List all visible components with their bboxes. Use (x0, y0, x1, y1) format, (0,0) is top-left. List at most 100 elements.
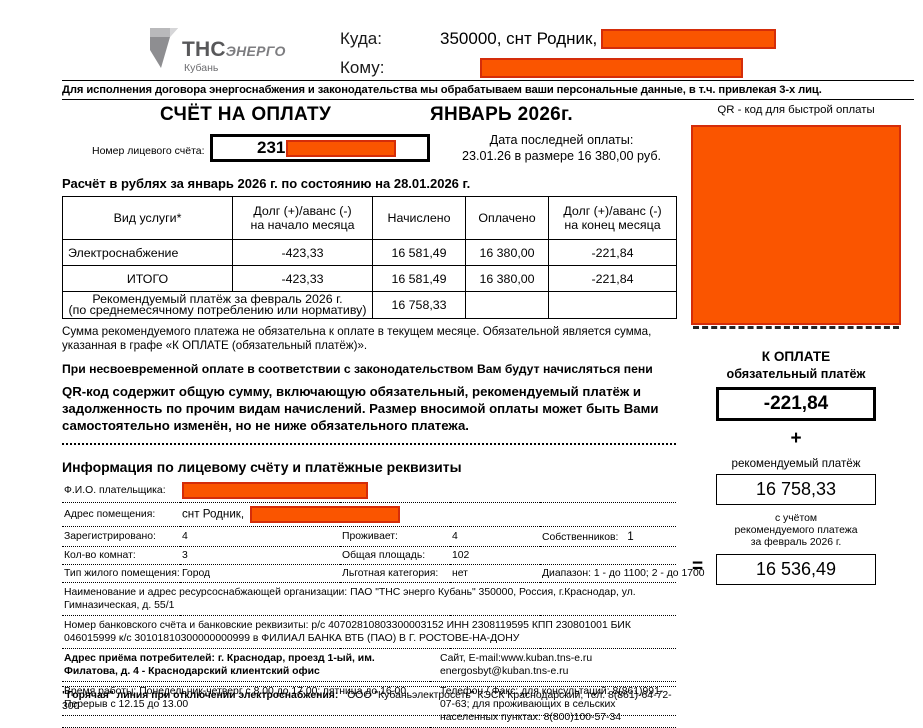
payment-panel: QR - код для быстрой оплаты К ОПЛАТЕ обя… (676, 104, 916, 587)
cell-recommended-empty-1 (465, 291, 549, 319)
penalty-note: При несвоевременной оплате в соответстви… (62, 362, 653, 376)
cell-recommended-value: 16 758,33 (372, 291, 466, 319)
redacted-qr-code (691, 125, 901, 325)
qr-code-note: QR-код содержит общую сумму, включающую … (62, 384, 659, 433)
redacted-recipient-name (480, 57, 743, 78)
total-amount-box: 16 536,49 (716, 554, 876, 585)
account-number-value: 231 (257, 138, 286, 157)
recommended-amount-box: 16 758,33 (716, 474, 876, 505)
logo-energo-text: ЭНЕРГО (225, 43, 286, 59)
recommended-payment-label: рекомендуемый платёж (731, 457, 861, 470)
requisites-row-occupancy: Зарегистрировано: 4 Проживает: 4 Собстве… (62, 526, 676, 547)
kuda-label: Куда: (340, 28, 382, 48)
owners-cell: Собственников: 1 (540, 526, 676, 547)
kuda-value: 350000, снт Родник, (440, 28, 777, 49)
th-start-balance-line2: на начало месяца (250, 218, 355, 232)
last-payment-value: 23.01.26 в размере 16 380,00 руб. (461, 149, 662, 163)
total-caption-line3: за февраль 2026 г. (750, 537, 842, 548)
requisites-row-payer: Ф.И.О. плательщика: (62, 479, 676, 503)
plus-operator: + (790, 428, 802, 449)
housing-type-label: Тип жилого помещения: (62, 564, 180, 583)
contacts-row-reception: Адрес приёма потребителей: г. Краснодар,… (62, 649, 676, 682)
cell-total-charged: 16 581,49 (372, 265, 466, 292)
th-paid: Оплачено (465, 196, 549, 240)
main-content-column: СЧЁТ НА ОПЛАТУ ЯНВАРЬ 2026г. Номер лицев… (62, 104, 705, 728)
reception-address-text: Адрес приёма потребителей: г. Краснодар,… (62, 649, 430, 682)
redacted-address-detail (249, 506, 400, 523)
living-value: 4 (450, 526, 540, 547)
logo-wordmark: ТНСЭНЕРГО (182, 38, 286, 62)
header-rule-top (62, 80, 914, 81)
cell-charged: 16 581,49 (372, 239, 466, 266)
address-value-cell: снт Родник, (180, 502, 676, 527)
area-value: 102 (450, 546, 676, 565)
benefit-value: нет (450, 564, 540, 583)
page-title: СЧЁТ НА ОПЛАТУ (160, 104, 332, 125)
organization-text: Наименование и адрес ресурсоснабжающей о… (62, 582, 676, 616)
equals-operator: = (692, 556, 704, 577)
requisites-table: Ф.И.О. плательщика: Адрес помещения: снт… (62, 479, 705, 649)
requisites-row-address: Адрес помещения: снт Родник, (62, 502, 676, 527)
cell-total-end-balance: -221,84 (548, 265, 677, 292)
total-caption-line2: рекомендуемого платежа (734, 525, 858, 536)
invoice-title-row: СЧЁТ НА ОПЛАТУ ЯНВАРЬ 2026г. (62, 104, 676, 130)
address-value-text: снт Родник, (182, 507, 245, 521)
total-amount-caption: с учётом рекомендуемого платежа за февра… (676, 513, 916, 549)
kuda-text: 350000, снт Родник, (440, 28, 598, 48)
cell-recommended-label: Рекомендуемый платёж за февраль 2026 г. … (62, 291, 373, 319)
komu-label: Кому: (340, 57, 385, 77)
cell-end-balance: -221,84 (548, 239, 677, 266)
recommended-label-line2: (по среднемесячному потреблению или норм… (68, 303, 367, 317)
rooms-value: 3 (180, 546, 340, 565)
requisites-section-title: Информация по лицевому счёту и платёжные… (62, 459, 462, 475)
th-charged: Начислено (372, 196, 466, 240)
table-row: Электроснабжение -423,33 16 581,49 16 38… (62, 239, 677, 266)
bank-details-text: Номер банковского счёта и банковские рек… (62, 615, 676, 649)
section-divider (62, 443, 676, 445)
cell-paid: 16 380,00 (465, 239, 549, 266)
requisites-row-bank: Номер банковского счёта и банковские рек… (62, 615, 676, 649)
qr-caption: QR - код для быстрой оплаты (717, 104, 875, 116)
table-row-total: ИТОГО -423,33 16 581,49 16 380,00 -221,8… (62, 265, 677, 292)
payer-name-label: Ф.И.О. плательщика: (62, 479, 180, 503)
invoice-period: ЯНВАРЬ 2026г. (430, 104, 573, 125)
requisites-row-rooms: Кол-во комнат: 3 Общая площадь: 102 (62, 546, 676, 565)
requisites-row-org: Наименование и адрес ресурсоснабжающей о… (62, 582, 676, 616)
hotline-label: "Горячая" линия при отключении электросн… (62, 690, 339, 701)
cell-total-start-balance: -423,33 (232, 265, 373, 292)
document-header: ТНСЭНЕРГО Кубань Куда: 350000, снт Родни… (0, 0, 923, 100)
registered-value: 4 (180, 526, 340, 547)
area-label: Общая площадь: (340, 546, 450, 565)
range-label: Диапазон: 1 - до 1100; 2 - до 1700 (540, 564, 705, 583)
address-row-komu: Кому: (340, 53, 900, 82)
cell-service: Электроснабжение (62, 239, 233, 266)
calculation-table: Вид услуги* Долг (+)/аванс (-) на начало… (62, 196, 677, 319)
cell-start-balance: -423,33 (232, 239, 373, 266)
housing-type-value: Город (180, 564, 340, 583)
account-number-box: 231 (210, 134, 430, 162)
address-label: Адрес помещения: (62, 502, 180, 527)
th-end-balance: Долг (+)/аванс (-) на конец месяца (548, 196, 677, 240)
table-header-row: Вид услуги* Долг (+)/аванс (-) на начало… (62, 196, 677, 240)
komu-value (440, 57, 743, 78)
living-label: Проживает: (340, 526, 450, 547)
calculation-period-line: Расчёт в рублях за январь 2026 г. по сос… (62, 176, 471, 191)
th-end-balance-line1: Долг (+)/аванс (-) (563, 204, 662, 218)
site-email-text: Сайт, E-mail:www.kuban.tns-e.ru energosb… (430, 649, 676, 682)
total-caption-line1: с учётом (774, 513, 818, 524)
account-label: Номер лицевого счёта: (92, 145, 205, 157)
owners-label: Собственников: (542, 532, 619, 543)
last-payment-label: Дата последней оплаты: (489, 133, 634, 147)
payment-subtitle: обязательный платёж (726, 367, 866, 381)
logo-tns-text: ТНС (182, 38, 226, 61)
recommended-label-line1: Рекомендуемый платёж за февраль 2026 г. (92, 292, 343, 306)
mandatory-amount-box: -221,84 (716, 387, 876, 421)
qr-redacted-text-remnant (693, 326, 899, 329)
payment-title: К ОПЛАТЕ (761, 349, 831, 364)
redacted-payer-name (182, 482, 368, 499)
benefit-label: Льготная категория: (340, 564, 450, 583)
cell-recommended-empty-2 (548, 291, 677, 319)
rooms-label: Кол-во комнат: (62, 546, 180, 565)
company-logo: ТНСЭНЕРГО Кубань (148, 24, 288, 80)
payer-name-value (180, 479, 676, 503)
